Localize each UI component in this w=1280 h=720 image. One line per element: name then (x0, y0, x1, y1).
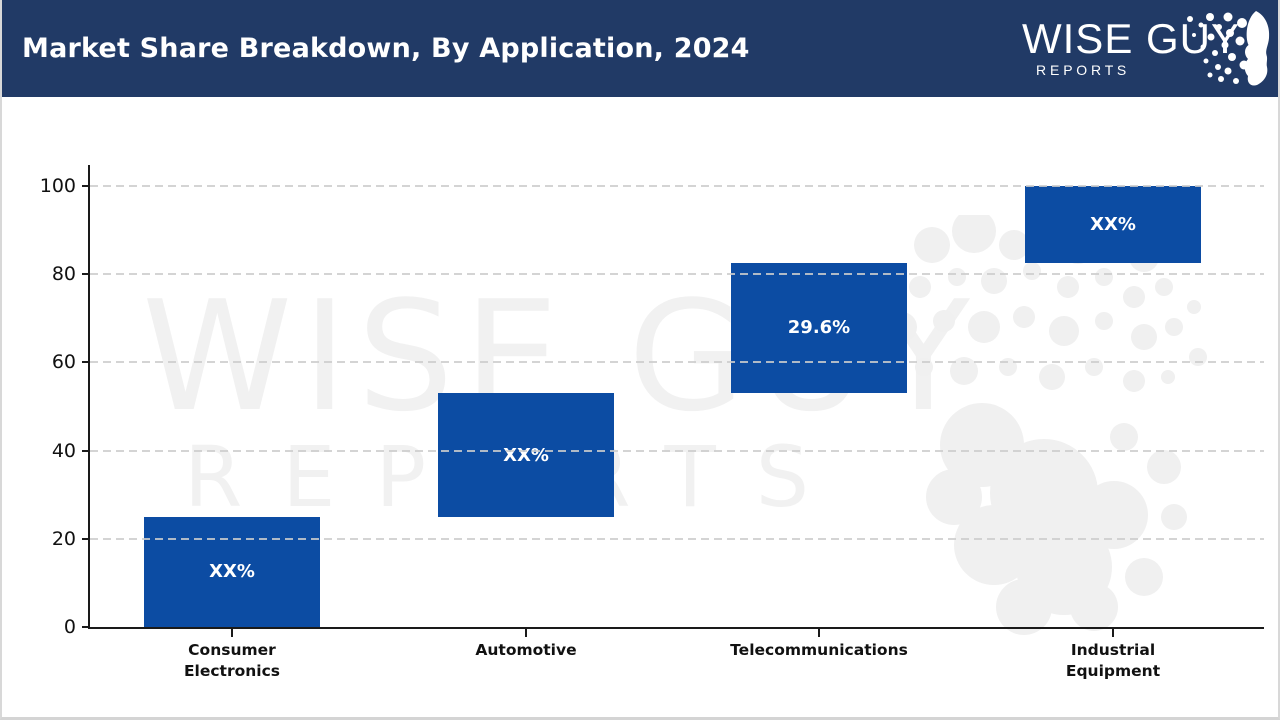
gridline-40 (90, 449, 1264, 452)
x-tick-1 (525, 629, 527, 637)
bar-industrial-equipment: XX% (1025, 186, 1201, 263)
y-tick-label-80: 80 (51, 263, 76, 286)
page-title: Market Share Breakdown, By Application, … (22, 33, 750, 64)
y-tick-40 (82, 449, 90, 452)
y-axis-line (88, 165, 90, 629)
category-label-0: Consumer Electronics (183, 641, 281, 680)
bar-value-label: XX% (209, 561, 255, 583)
bar-consumer-electronics: XX% (144, 516, 320, 627)
x-axis-line (88, 627, 1264, 629)
logo-text-line1: WISE GUY (1022, 15, 1240, 62)
x-tick-2 (818, 629, 820, 637)
x-tick-3 (1112, 629, 1114, 637)
gridline-60 (90, 361, 1264, 364)
bar-value-label: 29.6% (787, 317, 851, 339)
category-label-2: Telecommunications (730, 641, 908, 659)
wiseguy-logo: WISE GUY R E P O R T S (1022, 11, 1270, 86)
gridline-80 (90, 273, 1264, 276)
y-tick-label-0: 0 (63, 616, 76, 638)
y-tick-0 (82, 626, 90, 628)
gridline-20 (90, 537, 1264, 540)
gridline-100 (90, 185, 1264, 187)
category-label-1: Automotive (475, 641, 577, 659)
y-tick-80 (82, 273, 90, 276)
y-tick-label-40: 40 (51, 439, 76, 462)
x-tick-0 (231, 629, 233, 637)
y-tick-60 (82, 361, 90, 364)
y-tick-label-20: 20 (51, 527, 76, 550)
category-label-3: Industrial Equipment (1065, 641, 1161, 680)
y-tick-label-60: 60 (51, 351, 76, 374)
logo-text-line2: R E P O R T S (1036, 62, 1126, 78)
bar-value-label: XX% (1090, 213, 1136, 235)
bar-telecommunications: 29.6% (731, 262, 907, 394)
y-tick-20 (82, 537, 90, 540)
y-tick-label-100: 100 (39, 175, 76, 197)
logo-head-dots-icon (1187, 11, 1270, 86)
y-tick-100 (82, 185, 90, 187)
bar-automotive: XX% (438, 393, 614, 517)
header-bar: Market Share Breakdown, By Application, … (2, 0, 1278, 97)
bar-value-label: XX% (503, 444, 549, 466)
